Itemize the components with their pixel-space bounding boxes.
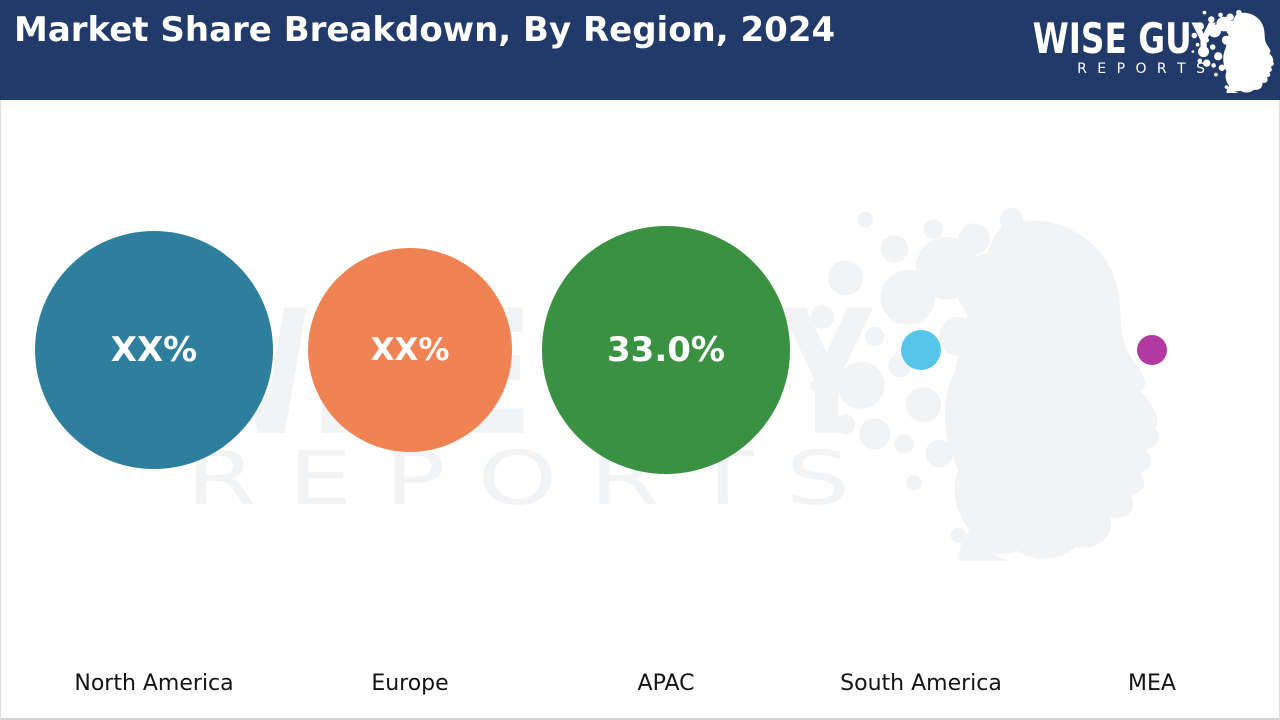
category-label-europe: Europe bbox=[371, 671, 449, 696]
header: Market Share Breakdown, By Region, 2024 … bbox=[0, 0, 1280, 100]
bubble-value-europe: XX% bbox=[370, 332, 450, 368]
bubble-europe: XX% bbox=[308, 248, 512, 452]
category-label-mea: MEA bbox=[1128, 671, 1176, 696]
bubble-mea bbox=[1137, 335, 1167, 365]
brand-logo: WISE GUY R E P O R T S bbox=[1020, 0, 1280, 100]
category-label-apac: APAC bbox=[637, 671, 695, 696]
logo-primary-text: WISE GUY bbox=[1033, 14, 1216, 63]
wise-guy-head-icon bbox=[1191, 9, 1274, 93]
bubble-value-apac: 33.0% bbox=[607, 330, 725, 370]
page-title: Market Share Breakdown, By Region, 2024 bbox=[14, 10, 836, 50]
category-label-south-america: South America bbox=[840, 671, 1002, 696]
bubble-apac: 33.0% bbox=[542, 226, 790, 474]
logo-secondary-text: R E P O R T S bbox=[1077, 61, 1208, 77]
bubble-south-america bbox=[901, 330, 941, 370]
bubble-value-north-america: XX% bbox=[110, 330, 198, 370]
bubble-north-america: XX% bbox=[35, 231, 273, 469]
category-label-north-america: North America bbox=[74, 671, 234, 696]
